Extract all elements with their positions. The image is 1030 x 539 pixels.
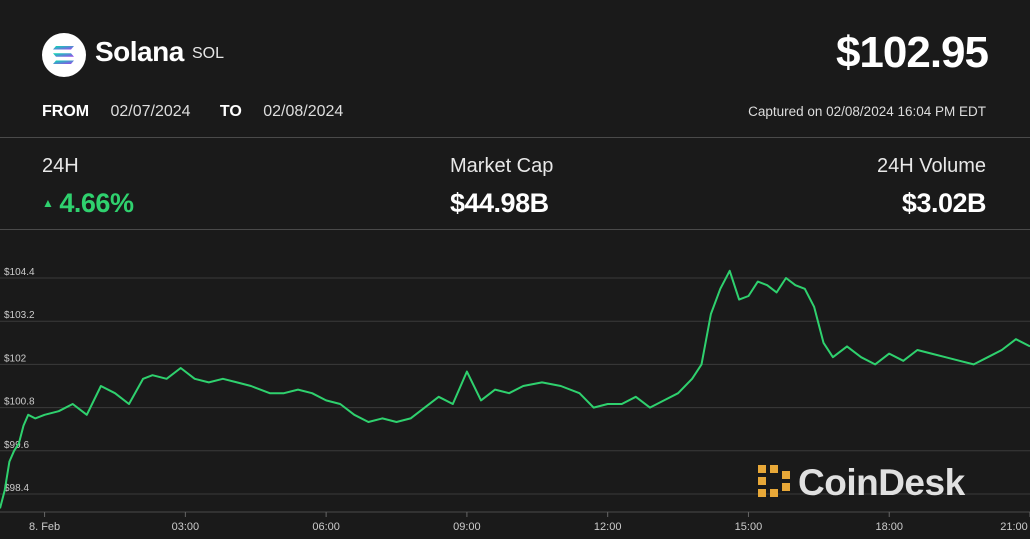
to-label: TO [219,103,242,120]
up-arrow-icon: ▲ [42,196,54,210]
y-tick-label: $102 [4,353,27,364]
to-date: 02/08/2024 [263,103,344,120]
x-tick-label: 15:00 [735,521,763,533]
y-tick-label: $104.4 [4,267,35,278]
market-cap-value: $44.98B [450,188,549,218]
watermark-text: CoinDesk [798,462,965,503]
y-axis-labels: $98.4$99.6$100.8$102$103.2$104.4 [4,267,35,494]
change-value-text: 4.66% [59,188,134,218]
x-tick-label: 21:00 [1000,521,1028,533]
coindesk-watermark: CoinDesk [756,462,965,504]
x-tick-label: 12:00 [594,521,622,533]
y-tick-label: $98.4 [4,483,29,494]
change-value: ▲ 4.66% [42,188,134,219]
coin-symbol: SOL [192,45,225,62]
x-tick-label: 03:00 [172,521,200,533]
from-label: FROM [42,103,90,120]
date-range: FROM 02/07/2024 TO 02/08/2024 [42,103,351,121]
change-label: 24H [42,155,79,177]
divider-chart [0,229,1030,230]
price-series-line [0,269,1030,509]
chart-grid [0,277,1030,517]
x-tick-label: 09:00 [453,521,481,533]
coindesk-logo-icon [758,465,790,497]
divider-top [0,137,1030,138]
solana-logo-icon [42,33,86,77]
price-chart: $98.4$99.6$100.8$102$103.2$104.4 8. Feb 0… [0,267,1030,533]
volume-value: $3.02B [901,188,987,218]
y-tick-label: $100.8 [4,397,35,408]
x-tick-label: 8. Feb [29,521,60,533]
x-tick-label: 18:00 [875,521,903,533]
market-cap-label: Market Cap [450,155,554,177]
x-tick-label: 06:00 [312,521,340,533]
volume-label: 24H Volume [877,155,986,177]
from-date: 02/07/2024 [110,103,191,120]
current-price: $102.95 [835,28,989,77]
x-axis-labels: 8. Feb 03:00 06:00 09:00 12:00 15:00 18:00 21:0… [29,521,1028,533]
captured-timestamp: Captured on 02/08/2024 16:04 PM EDT [748,104,986,119]
coin-name: Solana [95,36,184,67]
y-tick-label: $103.2 [4,310,35,321]
